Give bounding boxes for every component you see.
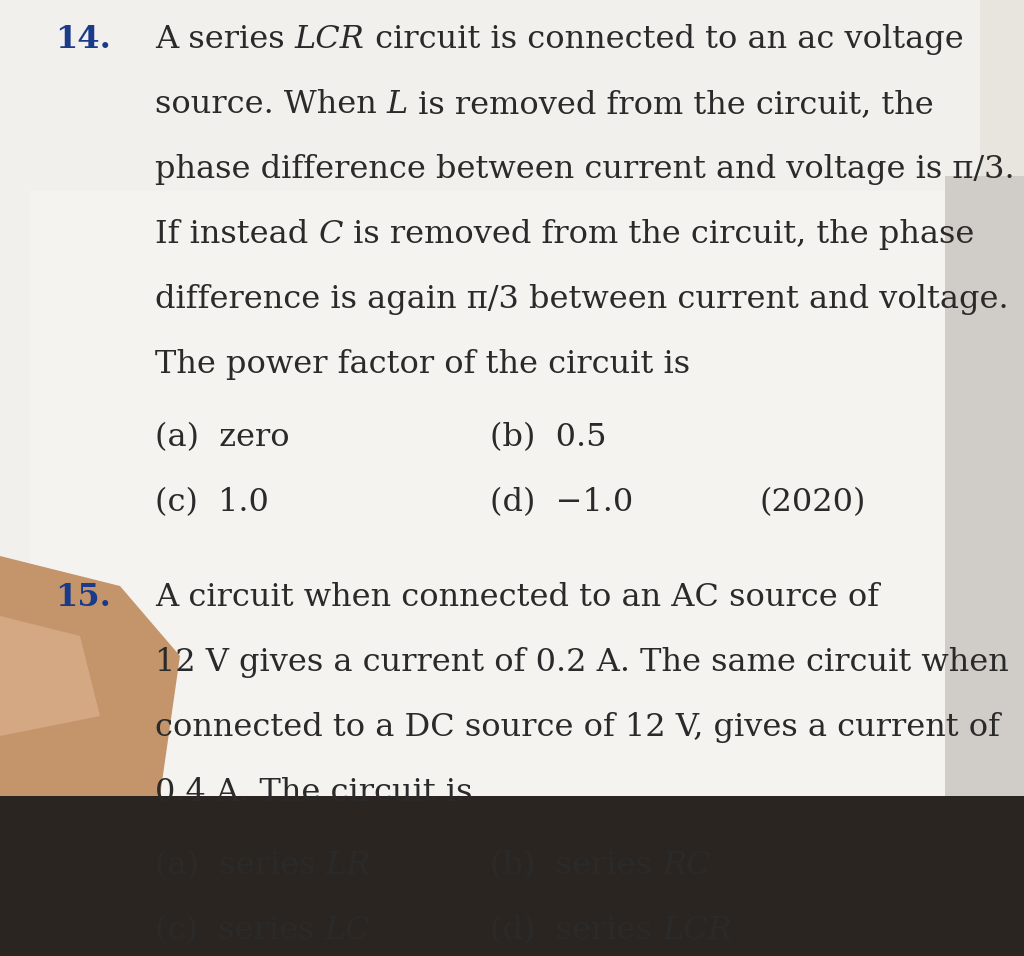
Bar [30,191,970,871]
Text: LCR: LCR [662,915,732,946]
Text: is removed from the circuit, the: is removed from the circuit, the [409,89,934,120]
Text: 15.: 15. [55,582,111,613]
Text: A series: A series [155,24,295,55]
Text: phase difference between current and voltage is π/3.: phase difference between current and vol… [155,154,1015,185]
Bar [0,796,1024,956]
Text: (d)  −1.0: (d) −1.0 [490,487,633,518]
Text: C: C [318,219,343,250]
Bar [945,176,1024,956]
Text: (c)  series: (c) series [155,915,325,946]
Text: (b)  0.5: (b) 0.5 [490,422,606,453]
Text: (b)  series: (b) series [490,850,662,881]
Polygon shape [0,556,180,796]
Text: L: L [387,89,409,120]
Text: (a)  series: (a) series [155,850,326,881]
Text: LR: LR [326,850,371,881]
Text: 14.: 14. [55,24,111,55]
Text: If instead: If instead [155,219,318,250]
Text: is removed from the circuit, the phase: is removed from the circuit, the phase [343,219,974,250]
Text: 0.4 A. The circuit is: 0.4 A. The circuit is [155,777,472,808]
Bar [0,0,980,756]
Polygon shape [0,616,100,736]
Text: source. When: source. When [155,89,387,120]
Text: RC: RC [662,850,711,881]
Text: (2020): (2020) [760,487,866,518]
Text: (d)  series: (d) series [490,915,662,946]
Text: (a)  zero: (a) zero [155,422,290,453]
Text: LC: LC [325,915,371,946]
Text: 12 V gives a current of 0.2 A. The same circuit when: 12 V gives a current of 0.2 A. The same … [155,647,1009,678]
Text: circuit is connected to an ac voltage: circuit is connected to an ac voltage [365,24,964,55]
Text: The power factor of the circuit is: The power factor of the circuit is [155,349,690,380]
Text: A circuit when connected to an AC source of: A circuit when connected to an AC source… [155,582,880,613]
Text: LCR: LCR [295,24,365,55]
Text: difference is again π/3 between current and voltage.: difference is again π/3 between current … [155,284,1009,315]
Text: connected to a DC source of 12 V, gives a current of: connected to a DC source of 12 V, gives … [155,712,1000,743]
Text: (c)  1.0: (c) 1.0 [155,487,269,518]
